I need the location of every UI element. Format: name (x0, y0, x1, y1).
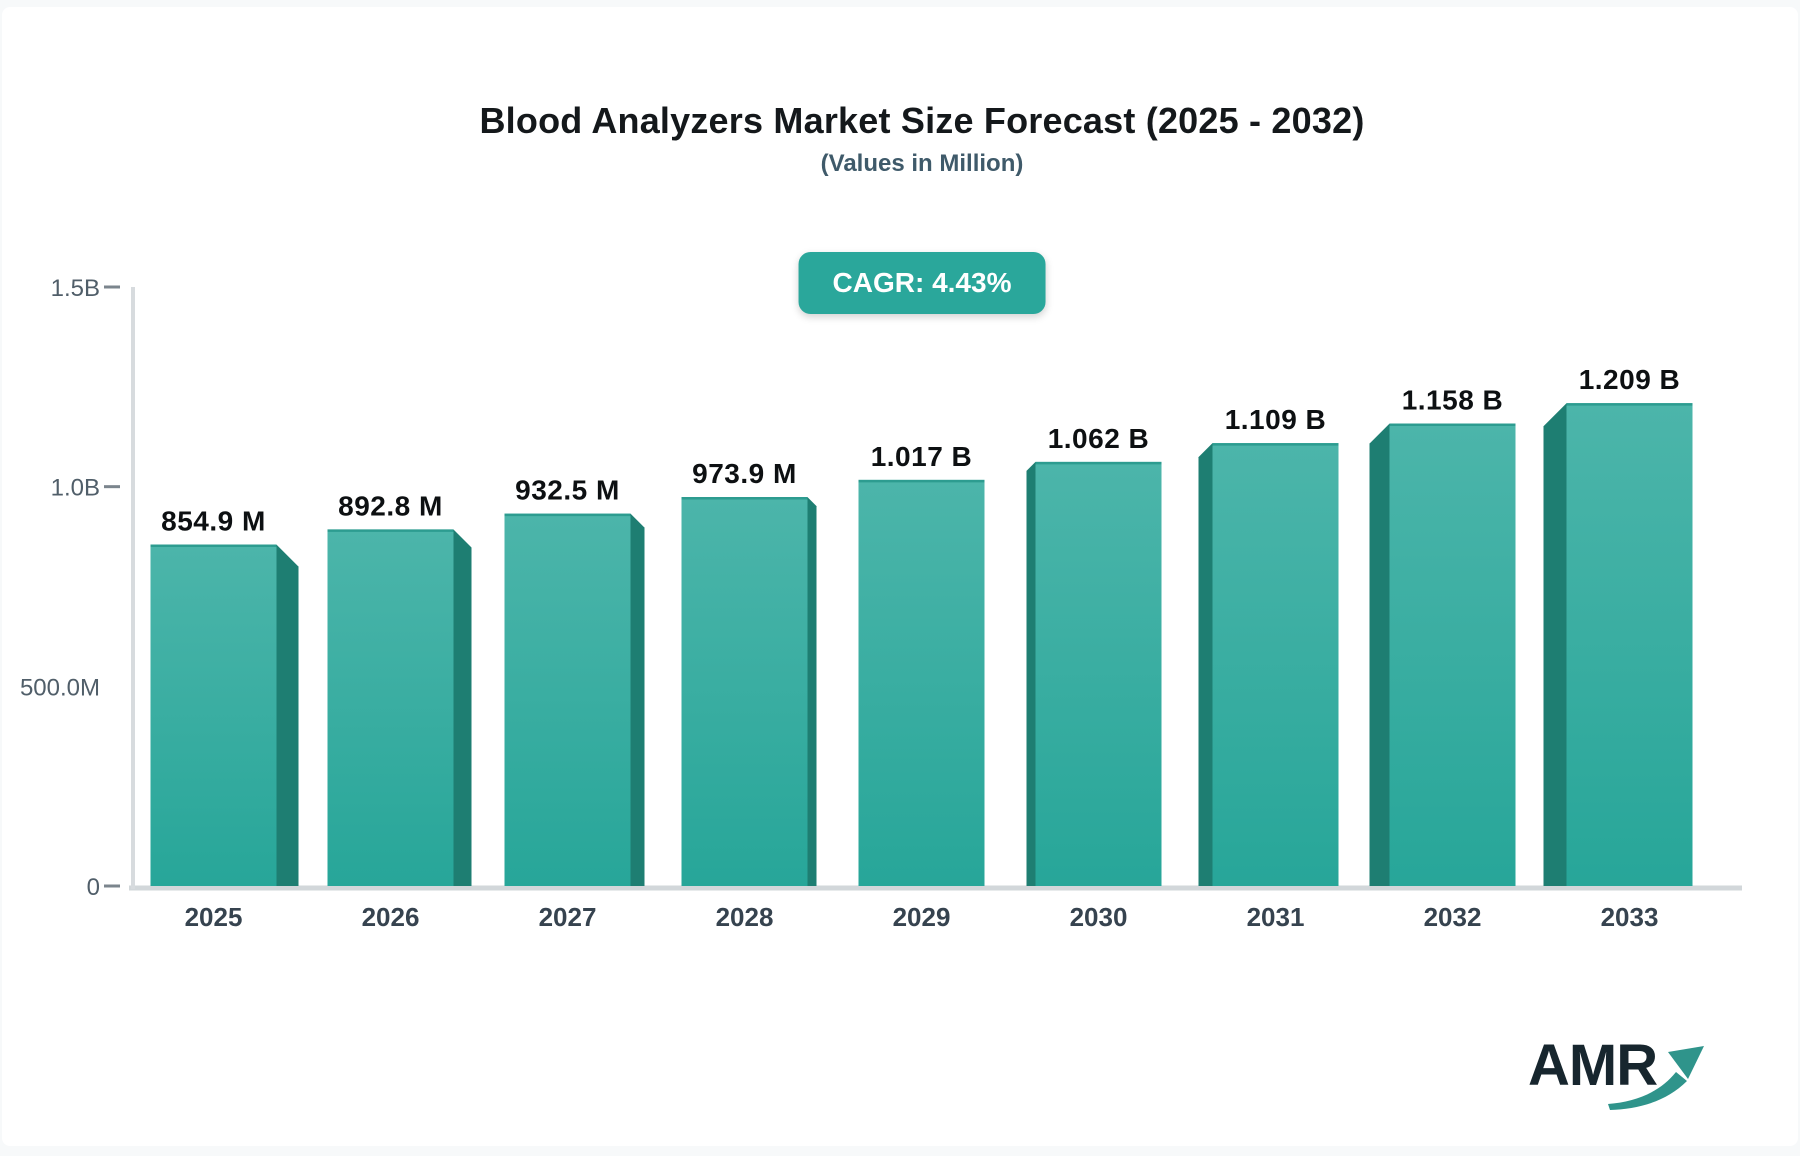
bar-2032 (1389, 423, 1516, 886)
bar-side-2026 (453, 529, 472, 886)
x-tick-label-2027: 2027 (539, 902, 597, 932)
bar-value-label-2029: 1.017 B (871, 441, 973, 472)
bar-value-label-2027: 932.5 M (515, 475, 620, 506)
bar-side-2033 (1543, 403, 1567, 886)
bar-2030 (1035, 461, 1162, 886)
amr-logo-text: AMR (1528, 1033, 1658, 1098)
bar-side-2031 (1198, 443, 1213, 886)
bar-group-2030: 1.062 B 2030 (1026, 423, 1162, 932)
bar-value-label-2030: 1.062 B (1048, 423, 1150, 454)
chart-subtitle: (Values in Million) (820, 150, 1024, 177)
x-tick-label-2026: 2026 (362, 902, 420, 932)
growth-arrow-icon (1608, 1046, 1704, 1110)
bar-value-label-2033: 1.209 B (1579, 364, 1681, 395)
x-tick-label-2030: 2030 (1070, 902, 1128, 932)
x-tick-label-2032: 2032 (1424, 902, 1482, 932)
bar-side-2032 (1369, 423, 1390, 886)
bar-value-label-2028: 973.9 M (692, 458, 797, 489)
x-tick-label-2025: 2025 (185, 902, 243, 932)
bar-side-2030 (1026, 461, 1036, 886)
bar-group-2032: 1.158 B 2032 (1369, 385, 1516, 932)
x-tick-label-2033: 2033 (1601, 902, 1659, 932)
bar-side-2028 (807, 497, 817, 886)
bar-2027 (504, 513, 631, 886)
bar-group-2029: 1.017 B 2029 (858, 441, 985, 932)
bar-group-2033: 1.209 B 2033 (1543, 364, 1693, 932)
page-title: Blood Analyzers Market Size Forecast (20… (479, 100, 1365, 141)
bar-value-label-2031: 1.109 B (1225, 404, 1327, 435)
x-tick-label-2031: 2031 (1247, 902, 1305, 932)
bar-group-2031: 1.109 B 2031 (1198, 404, 1339, 932)
bar-2029 (858, 479, 985, 886)
bar-group-2028: 973.9 M 2028 (681, 458, 817, 932)
bar-group-2025: 854.9 M 2025 (150, 506, 299, 932)
bar-2025 (150, 544, 277, 886)
bar-2033 (1566, 403, 1693, 886)
bar-2031 (1212, 443, 1339, 886)
amr-logo: AMR (1528, 1032, 1718, 1122)
bar-value-label-2026: 892.8 M (338, 490, 443, 521)
bar-side-2025 (276, 544, 299, 886)
bar-2026 (327, 529, 454, 886)
arrow-swoosh (1608, 1072, 1687, 1110)
y-tick-label: 500.0M (20, 674, 100, 701)
y-tick-label: 1.5B (51, 275, 100, 302)
bar-value-label-2032: 1.158 B (1402, 385, 1504, 416)
y-tick-label: 0 (87, 874, 100, 901)
y-tick-label: 1.0B (51, 475, 100, 502)
bar-2028 (681, 497, 808, 886)
arrow-head (1668, 1046, 1704, 1079)
x-tick-label-2028: 2028 (716, 902, 774, 932)
bar-side-2027 (630, 513, 645, 886)
bar-group-2026: 892.8 M 2026 (327, 490, 472, 932)
bar-group-2027: 932.5 M 2027 (504, 475, 645, 932)
cagr-badge: CAGR: 4.43% (798, 252, 1046, 314)
bar-value-label-2025: 854.9 M (161, 506, 266, 537)
x-tick-label-2029: 2029 (893, 902, 951, 932)
